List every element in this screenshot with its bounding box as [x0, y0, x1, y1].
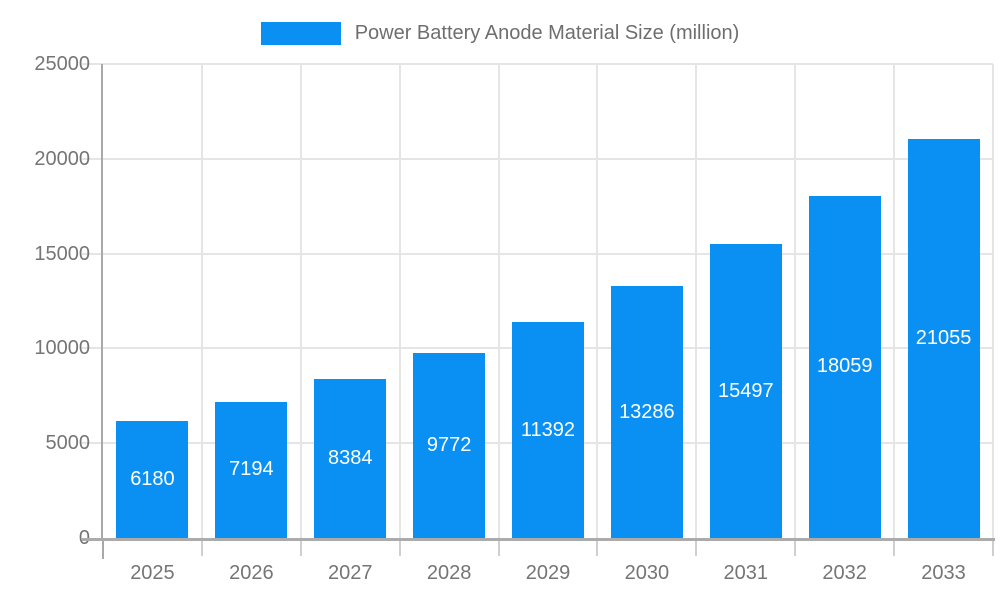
- bar: 21055: [907, 138, 980, 538]
- x-axis-tick: [695, 541, 698, 556]
- x-gridline: [992, 64, 994, 538]
- bar: 6180: [116, 420, 189, 538]
- x-gridline: [299, 64, 302, 538]
- y-axis-line: [101, 64, 103, 538]
- x-tick-label: 2029: [525, 562, 571, 584]
- bar: 8384: [314, 379, 387, 538]
- bar: 15497: [709, 244, 782, 538]
- x-gridline: [794, 64, 797, 538]
- x-axis-tick: [497, 541, 500, 556]
- x-axis-tick: [596, 541, 599, 556]
- legend-swatch: [260, 21, 341, 45]
- y-tick-label: 0: [2, 526, 90, 550]
- x-axis-tick: [200, 541, 203, 556]
- bar-value-label: 18059: [816, 355, 873, 378]
- x-axis-tick: [893, 541, 896, 556]
- bar: 9772: [413, 352, 486, 538]
- bar: 18059: [808, 195, 881, 538]
- y-gridline: [82, 157, 993, 160]
- x-gridline: [497, 64, 500, 538]
- y-tick-label: 10000: [34, 337, 90, 360]
- x-axis-tick: [794, 541, 797, 556]
- x-gridline: [695, 64, 698, 538]
- bar-value-label: 11392: [520, 418, 576, 441]
- x-gridline: [596, 64, 599, 538]
- bar-value-label: 15497: [717, 379, 774, 402]
- bar-value-label: 7194: [229, 458, 274, 481]
- legend-label: Power Battery Anode Material Size (milli…: [354, 21, 740, 44]
- bar: 7194: [215, 401, 288, 538]
- bar: 13286: [610, 286, 683, 538]
- y-tick-label: 5000: [45, 432, 91, 455]
- x-axis-line: [82, 538, 995, 541]
- x-tick-label: 2033: [921, 562, 966, 584]
- bar-value-label: 9772: [426, 433, 472, 456]
- x-axis-tick: [102, 541, 104, 559]
- y-gridline: [82, 252, 993, 255]
- x-tick-label: 2027: [327, 562, 373, 584]
- bar-value-label: 6180: [130, 467, 175, 490]
- bar-value-label: 13286: [619, 400, 675, 423]
- plot-area: 6180 7194 8384 9772 11392 13286 15497 18059 2105…: [82, 63, 994, 538]
- bar: 11392: [512, 322, 584, 538]
- x-gridline: [200, 64, 203, 538]
- y-tick-label: 15000: [34, 242, 90, 265]
- x-tick-label: 2026: [229, 562, 274, 584]
- bar-value-label: 21055: [915, 326, 972, 349]
- y-tick-label: 25000: [34, 53, 90, 75]
- x-tick-label: 2025: [130, 562, 175, 584]
- x-axis-tick: [398, 541, 401, 556]
- legend: Power Battery Anode Material Size (milli…: [0, 20, 1000, 46]
- bar-value-label: 8384: [327, 447, 373, 470]
- x-tick-label: 2028: [426, 562, 472, 584]
- x-axis-tick: [299, 541, 302, 556]
- x-gridline: [893, 64, 896, 538]
- y-tick-label: 20000: [34, 147, 90, 170]
- x-axis-tick: [992, 541, 994, 556]
- x-gridline: [398, 64, 401, 538]
- x-tick-label: 2030: [624, 562, 670, 584]
- y-gridline: [82, 63, 993, 65]
- x-tick-label: 2031: [723, 562, 769, 584]
- x-tick-label: 2032: [822, 562, 867, 584]
